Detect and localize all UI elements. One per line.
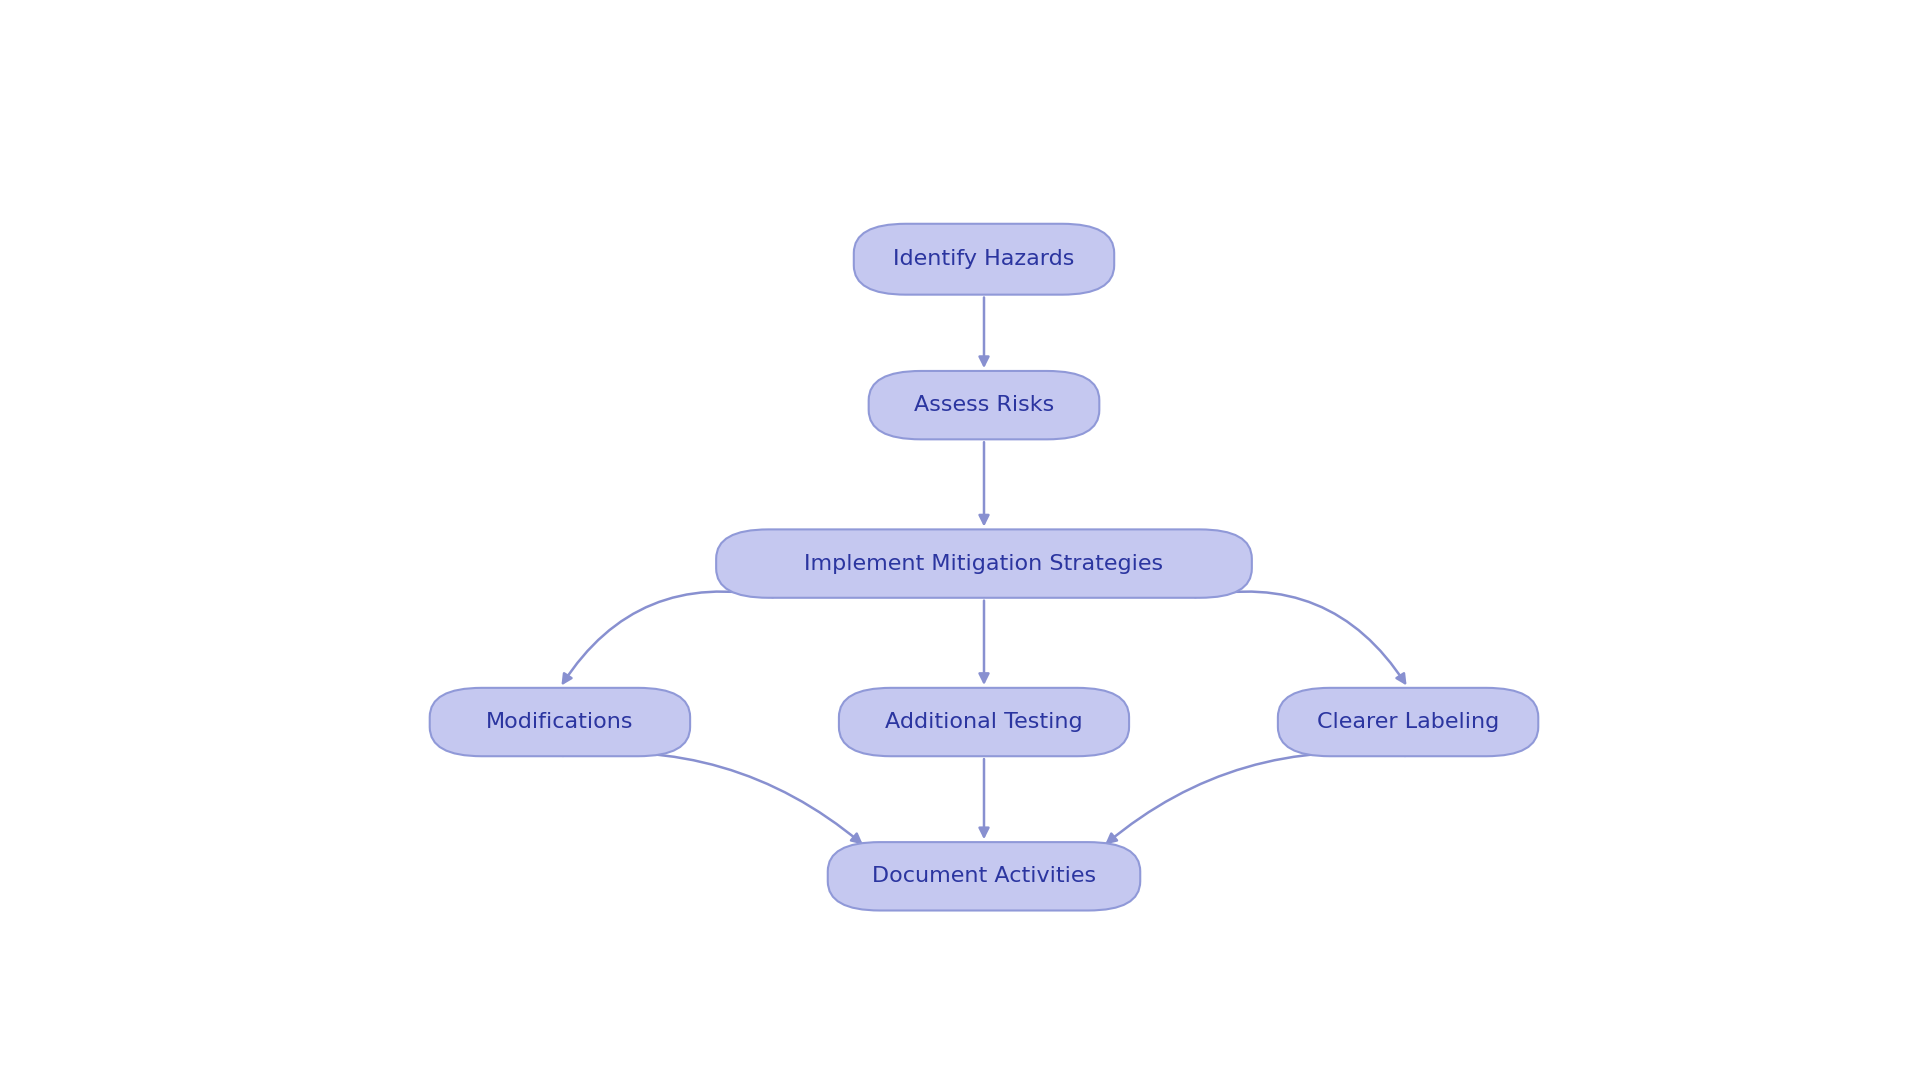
FancyBboxPatch shape: [854, 224, 1114, 295]
Text: Clearer Labeling: Clearer Labeling: [1317, 712, 1500, 732]
Text: Additional Testing: Additional Testing: [885, 712, 1083, 732]
FancyBboxPatch shape: [430, 688, 689, 756]
Text: Assess Risks: Assess Risks: [914, 395, 1054, 415]
FancyBboxPatch shape: [839, 688, 1129, 756]
FancyBboxPatch shape: [716, 530, 1252, 598]
FancyBboxPatch shape: [828, 843, 1140, 911]
Text: Document Activities: Document Activities: [872, 866, 1096, 886]
FancyBboxPatch shape: [1279, 688, 1538, 756]
Text: Identify Hazards: Identify Hazards: [893, 249, 1075, 270]
Text: Modifications: Modifications: [486, 712, 634, 732]
Text: Implement Mitigation Strategies: Implement Mitigation Strategies: [804, 553, 1164, 574]
FancyBboxPatch shape: [868, 371, 1100, 440]
